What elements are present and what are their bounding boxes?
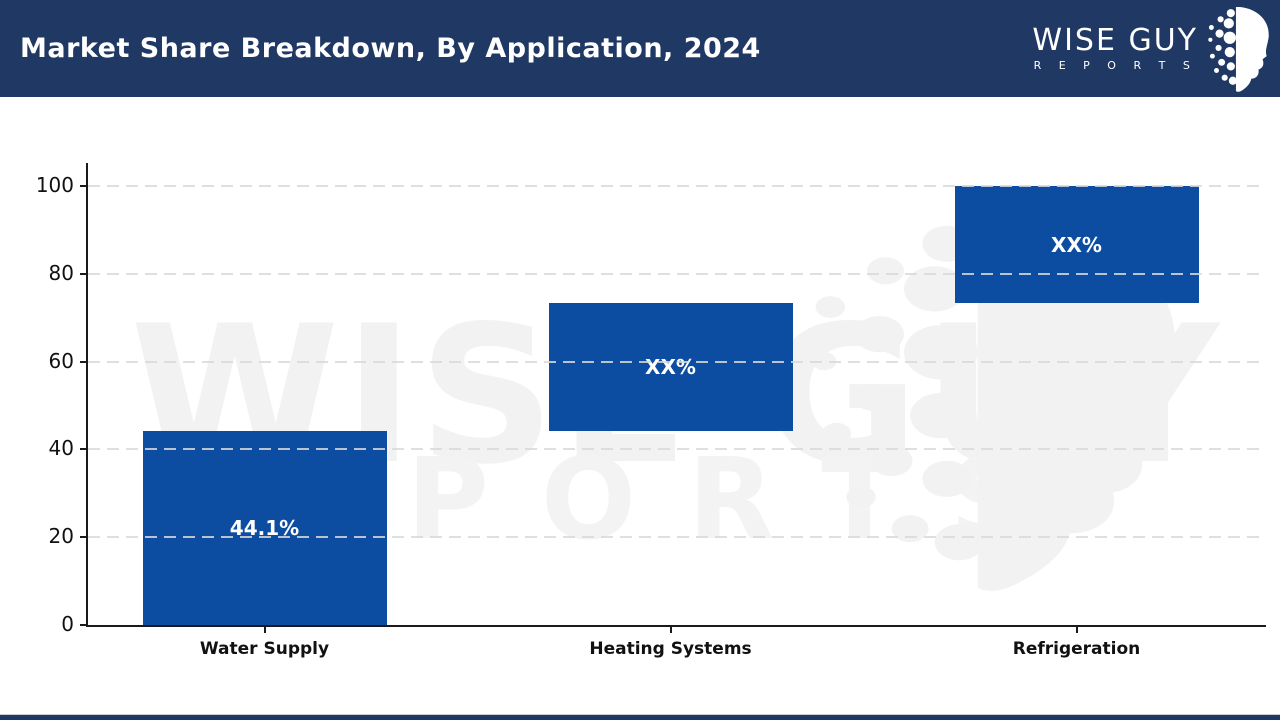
gridline-80	[88, 272, 1266, 275]
bar-value-label: XX%	[645, 355, 696, 380]
y-tick-label-40: 40	[48, 436, 74, 461]
logo-text: WISE GUY R E P O R T S	[1032, 25, 1198, 72]
y-tick-label-80: 80	[48, 260, 74, 285]
gridline-60	[88, 360, 1266, 363]
gridline-20	[88, 536, 1266, 539]
x-tick-3	[1075, 625, 1078, 633]
logo-subtitle: R E P O R T S	[1033, 58, 1197, 72]
y-tick-80	[80, 272, 88, 275]
x-tick-1	[263, 625, 266, 633]
logo-face-icon	[1208, 6, 1269, 92]
y-tick-0	[80, 624, 88, 626]
chart-canvas: WISE GUY REPORTS 44.1%XX%XX%020406080100…	[0, 97, 1280, 715]
footer-bar	[0, 714, 1280, 720]
bar-value-label: XX%	[1051, 232, 1102, 257]
bar-heating-systems: XX%	[548, 303, 793, 432]
y-tick-20	[80, 536, 88, 539]
bar-refrigeration: XX%	[954, 186, 1199, 304]
category-label-heating-systems: Heating Systems	[589, 639, 752, 659]
y-tick-label-100: 100	[35, 173, 74, 197]
category-label-refrigeration: Refrigeration	[1012, 639, 1141, 659]
y-tick-label-20: 20	[48, 524, 74, 549]
watermark-face-icon	[811, 216, 1175, 591]
x-axis-spine	[86, 625, 1266, 627]
gridline-40	[88, 448, 1266, 451]
header-bar: Market Share Breakdown, By Application, …	[0, 0, 1280, 97]
page-title: Market Share Breakdown, By Application, …	[20, 33, 761, 64]
y-tick-label-0: 0	[61, 612, 74, 636]
y-axis-spine	[86, 163, 88, 627]
y-tick-40	[80, 448, 88, 451]
y-tick-60	[80, 360, 88, 363]
gridline-100	[88, 185, 1266, 187]
logo-wordmark: WISE GUY	[1032, 23, 1198, 59]
bar-water-supply: 44.1%	[142, 431, 387, 625]
category-label-water-supply: Water Supply	[199, 639, 330, 659]
y-tick-label-60: 60	[48, 348, 74, 373]
wiseguy-logo: WISE GUY R E P O R T S	[1032, 6, 1274, 92]
y-tick-100	[80, 185, 88, 187]
x-tick-2	[669, 625, 672, 633]
